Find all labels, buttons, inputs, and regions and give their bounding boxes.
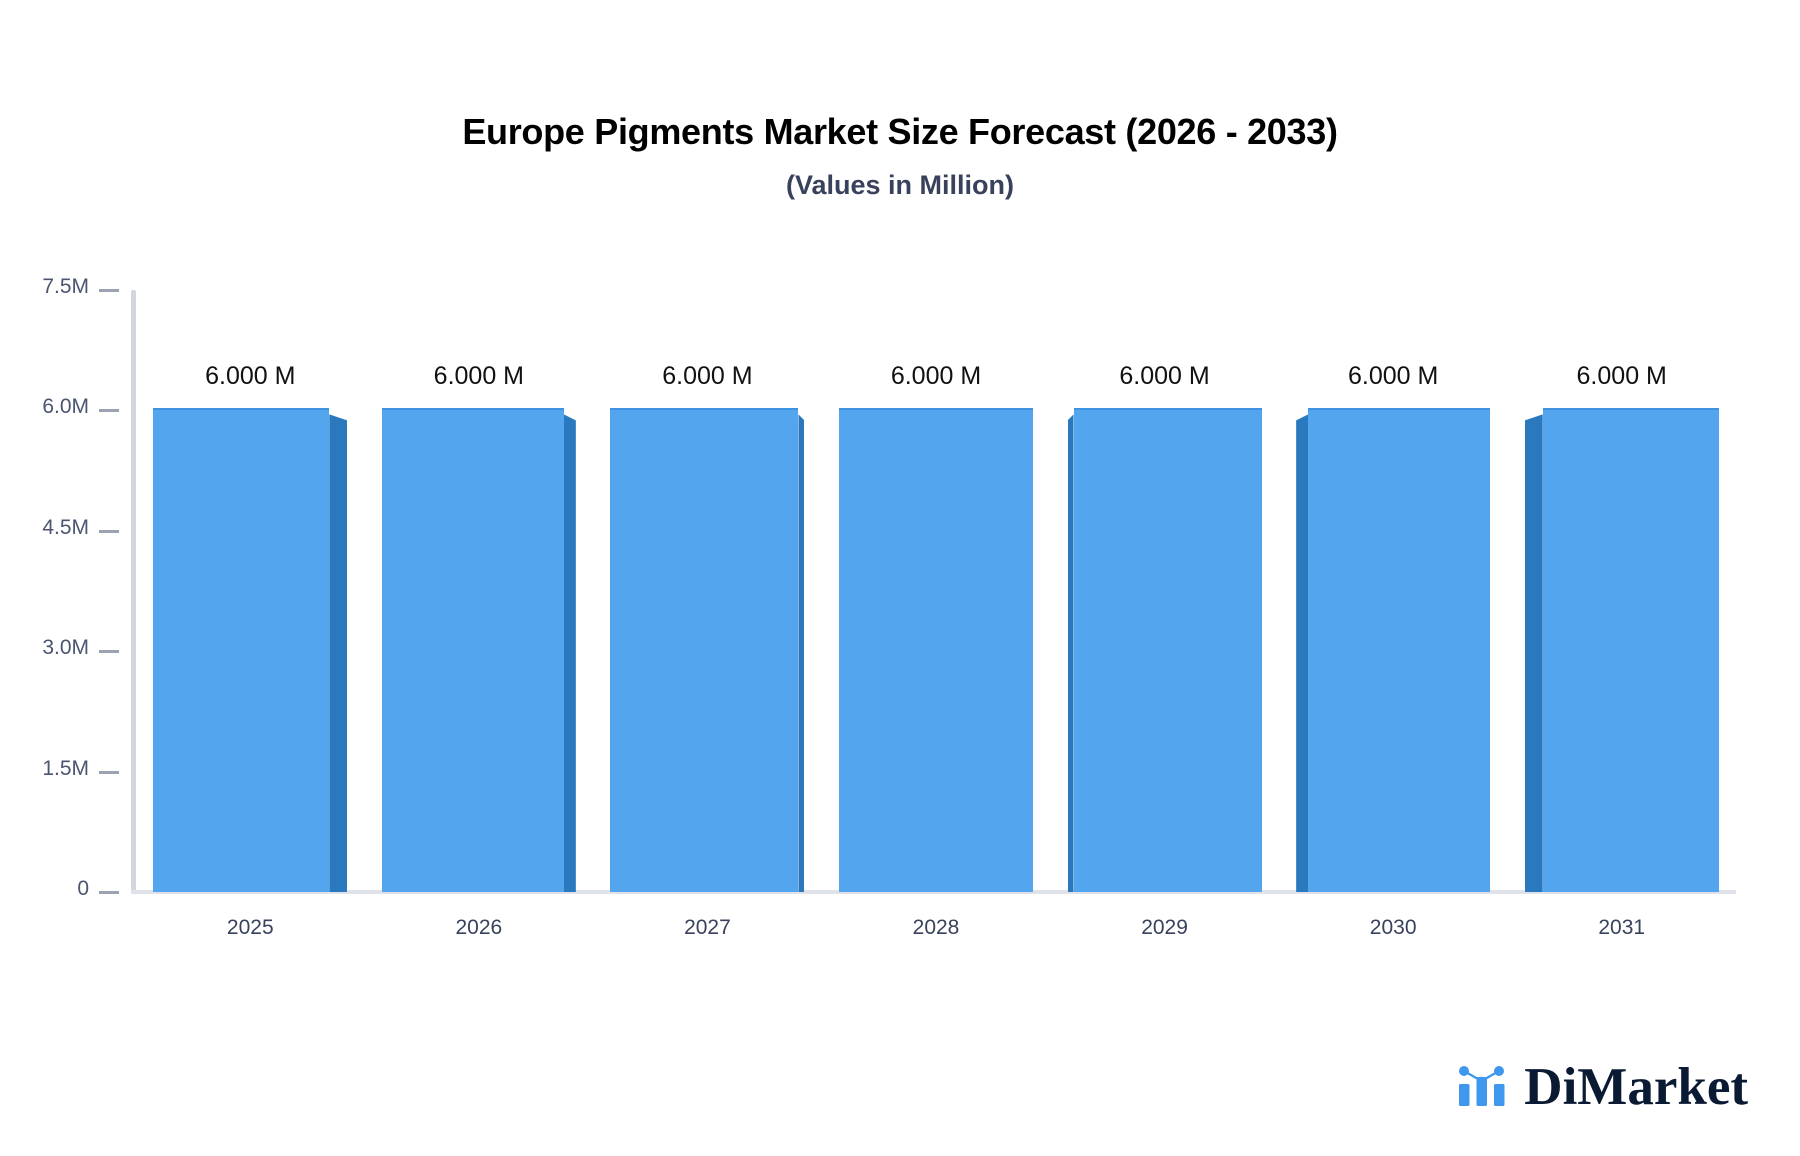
bar-side-face bbox=[563, 414, 576, 892]
brand-name: DiMarket bbox=[1524, 1058, 1748, 1116]
bar-front-face bbox=[1308, 408, 1491, 892]
bar-side-face bbox=[1296, 414, 1309, 892]
y-axis-tick-mark bbox=[99, 409, 119, 413]
y-axis-tick-mark bbox=[99, 891, 119, 894]
bar-chart-icon bbox=[1456, 1062, 1508, 1113]
y-axis-tick-mark bbox=[99, 650, 119, 654]
bar-side-face bbox=[798, 414, 805, 892]
bar-front-face bbox=[153, 408, 330, 892]
bar-value-label: 6.000 M bbox=[1347, 362, 1439, 391]
x-axis-line bbox=[131, 890, 1736, 894]
x-axis-label: 2030 bbox=[1369, 916, 1417, 939]
y-axis-tick-mark bbox=[99, 770, 119, 774]
bar-2027[interactable]: 6.000 M bbox=[610, 362, 805, 892]
bar-front-face bbox=[1073, 408, 1262, 892]
y-axis-tick-label: 6.0M bbox=[42, 395, 89, 419]
x-axis-label: 2027 bbox=[684, 916, 731, 939]
x-axis-label: 2028 bbox=[912, 916, 960, 939]
y-axis-line bbox=[131, 290, 136, 892]
chart-header: Europe Pigments Market Size Forecast (20… bbox=[0, 0, 1800, 200]
chart-subtitle: (Values in Million) bbox=[785, 169, 1015, 200]
y-axis-tick-label: 1.5M bbox=[42, 756, 89, 780]
x-axis-label: 2031 bbox=[1598, 916, 1646, 939]
brand-logo: DiMarket bbox=[1456, 1061, 1748, 1114]
bar-value-label: 6.000 M bbox=[1576, 362, 1667, 391]
y-axis-tick-mark bbox=[99, 529, 119, 533]
x-axis-label: 2026 bbox=[455, 916, 503, 939]
y-axis-tick-label: 0 bbox=[77, 877, 89, 900]
bar-2028[interactable]: 6.000 M bbox=[839, 362, 1033, 892]
bar-2031[interactable]: 6.000 M bbox=[1524, 362, 1719, 892]
bar-side-face bbox=[1524, 414, 1543, 892]
chart-title: Europe Pigments Market Size Forecast (20… bbox=[462, 111, 1338, 152]
bar-front-face bbox=[839, 408, 1033, 892]
x-axis-label: 2025 bbox=[226, 916, 274, 939]
x-axis-label: 2029 bbox=[1141, 916, 1188, 939]
bar-front-face bbox=[381, 408, 564, 892]
bar-side-face bbox=[329, 414, 348, 892]
bar-side-face bbox=[1067, 414, 1074, 892]
bar-2026[interactable]: 6.000 M bbox=[381, 362, 576, 892]
bar-value-label: 6.000 M bbox=[433, 362, 525, 391]
bar-front-face bbox=[1542, 408, 1719, 892]
bar-2029[interactable]: 6.000 M bbox=[1067, 362, 1262, 892]
y-axis-tick-mark bbox=[99, 289, 119, 292]
bar-front-face bbox=[610, 408, 799, 892]
bar-value-label: 6.000 M bbox=[1119, 362, 1210, 391]
bar-value-label: 6.000 M bbox=[890, 362, 982, 391]
bar-value-label: 6.000 M bbox=[205, 362, 296, 391]
bar-value-label: 6.000 M bbox=[662, 362, 753, 391]
bar-2025[interactable]: 6.000 M bbox=[153, 362, 348, 892]
y-axis-tick-label: 7.5M bbox=[42, 275, 89, 298]
y-axis-tick-label: 4.5M bbox=[42, 515, 89, 539]
bar-2030[interactable]: 6.000 M bbox=[1296, 362, 1491, 892]
y-axis-tick-label: 3.0M bbox=[42, 636, 89, 660]
